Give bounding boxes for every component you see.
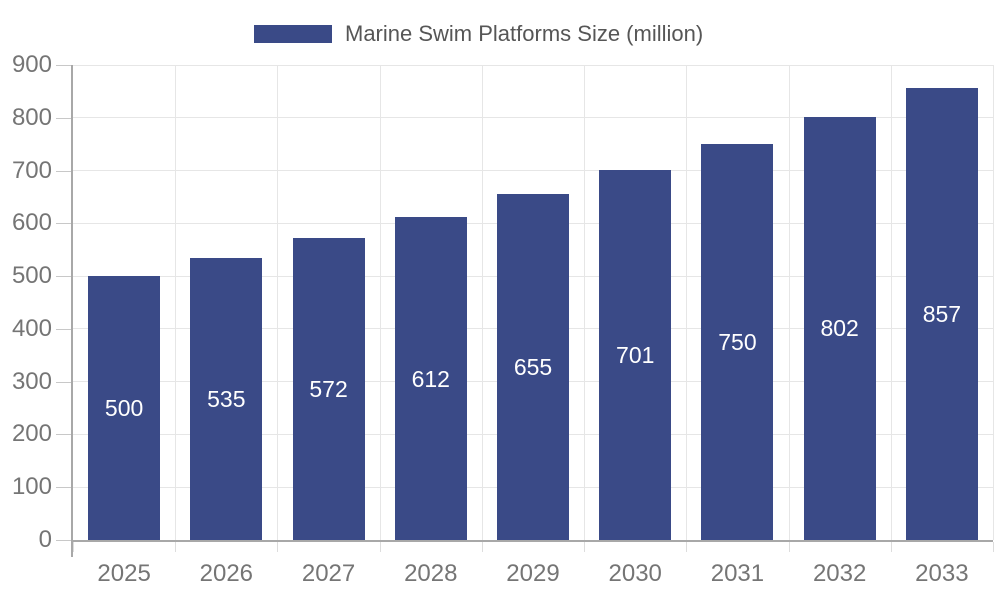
gridline-vertical [890,65,892,540]
y-axis-tick [56,381,72,383]
x-axis-tick [584,542,586,552]
x-tick-label: 2027 [301,560,356,587]
y-tick-label: 100 [11,473,52,501]
bar-value-label: 750 [718,329,757,356]
y-axis-tick [56,328,72,330]
y-axis-tick [56,540,72,541]
x-tick-label: 2033 [915,560,969,587]
bar [599,170,672,540]
x-tick-label: 2028 [404,560,458,587]
y-tick-label: 400 [11,314,52,342]
y-axis-tick [56,117,72,119]
bar-value-label: 500 [104,395,144,422]
gridline-vertical [379,65,381,540]
x-axis-line [71,540,993,542]
x-axis-tick [788,542,790,552]
gridline-horizontal [73,64,993,66]
y-axis-tick [56,170,72,172]
bar-value-label: 701 [616,342,655,368]
x-axis-tick [379,542,381,552]
y-tick-label: 300 [11,367,52,395]
x-tick-label: 2029 [506,560,560,587]
gridline-vertical [686,65,688,540]
y-tick-label: 700 [11,156,52,184]
gridline-vertical [481,65,483,540]
bar [905,87,978,540]
bar [803,116,876,540]
y-axis-tick [56,487,72,489]
bar-value-label: 802 [820,315,859,342]
x-axis-tick [175,542,177,552]
y-axis-tick [56,434,72,436]
x-axis-tick [890,542,892,552]
gridline-vertical [175,65,177,540]
bar-value-label: 857 [922,300,962,327]
bar [88,276,161,540]
gridline-horizontal [73,117,993,119]
x-tick-label: 2026 [199,560,254,587]
x-axis-tick [481,542,483,552]
gridline-horizontal [73,170,993,172]
bar-value-label: 572 [309,376,348,403]
bar-value-label: 535 [207,385,246,412]
bar [701,144,774,540]
gridline-vertical [993,65,994,540]
bar-value-label: 612 [411,365,450,392]
gridline-vertical [277,65,279,540]
gridline-vertical [788,65,790,540]
y-tick-label: 0 [38,526,52,553]
legend-swatch [254,25,332,43]
y-tick-label: 600 [11,209,52,237]
y-tick-label: 900 [11,51,52,78]
bar-value-label: 655 [513,354,553,381]
legend-item[interactable]: Marine Swim Platforms Size (million) [254,20,703,48]
x-tick-label: 2031 [710,560,765,587]
y-axis-tick [56,223,72,225]
bar [190,257,263,540]
x-tick-label: 2030 [608,560,662,587]
y-axis-tick [56,276,72,278]
bar [292,238,365,540]
bar [394,217,467,540]
y-axis-line [71,65,73,557]
x-axis-tick [277,542,279,552]
bar [497,194,569,540]
y-tick-label: 500 [11,262,52,290]
y-tick-label: 800 [11,103,52,131]
x-axis-tick [993,542,994,552]
gridline-vertical [584,65,586,540]
y-tick-label: 200 [11,420,52,448]
x-tick-label: 2025 [97,560,151,587]
x-axis-tick [73,542,74,552]
y-axis-tick [56,65,72,66]
x-tick-label: 2032 [812,560,867,587]
x-axis-tick [686,542,688,552]
legend-label: Marine Swim Platforms Size (million) [345,21,704,46]
